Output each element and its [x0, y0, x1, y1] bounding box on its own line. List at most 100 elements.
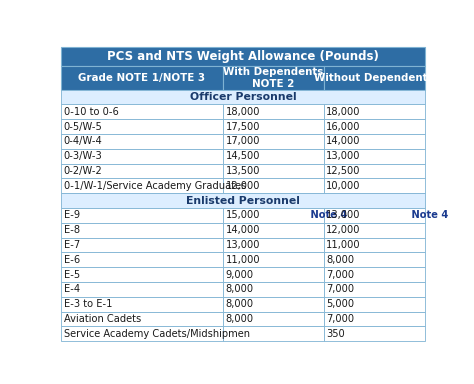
Text: 15,000: 15,000 [226, 210, 260, 220]
Bar [223, 252, 324, 267]
Text: 11,000: 11,000 [326, 240, 361, 250]
Bar [61, 238, 223, 252]
Bar [61, 252, 223, 267]
Text: Grade NOTE 1/NOTE 3: Grade NOTE 1/NOTE 3 [78, 73, 206, 83]
Text: 14,000: 14,000 [226, 225, 260, 235]
Bar [61, 326, 223, 341]
Text: Officer Personnel: Officer Personnel [190, 92, 296, 102]
Text: 8,000: 8,000 [226, 314, 254, 324]
Text: Note 4: Note 4 [408, 210, 448, 220]
Bar [61, 66, 223, 89]
Bar [324, 149, 425, 164]
Bar [324, 267, 425, 282]
Text: 13,000: 13,000 [326, 210, 361, 220]
Text: PCS and NTS Weight Allowance (Pounds): PCS and NTS Weight Allowance (Pounds) [107, 50, 379, 63]
Text: 0-1/W-1/Service Academy Graduates: 0-1/W-1/Service Academy Graduates [64, 181, 246, 191]
Text: 0-4/W-4: 0-4/W-4 [64, 136, 102, 146]
Text: 8,000: 8,000 [326, 255, 355, 265]
Bar [223, 311, 324, 326]
Bar [223, 149, 324, 164]
Bar [223, 208, 324, 223]
Bar [223, 297, 324, 311]
Bar [61, 179, 223, 193]
Text: 18,000: 18,000 [326, 107, 361, 117]
Text: E-9: E-9 [64, 210, 80, 220]
Text: 8,000: 8,000 [226, 299, 254, 309]
Bar [61, 193, 425, 208]
Text: 0-5/W-5: 0-5/W-5 [64, 122, 102, 132]
Bar [61, 311, 223, 326]
Text: 12,500: 12,500 [326, 166, 361, 176]
Bar [324, 119, 425, 134]
Text: E-8: E-8 [64, 225, 80, 235]
Bar [223, 66, 324, 89]
Text: E-5: E-5 [64, 270, 80, 280]
Text: 7,000: 7,000 [326, 314, 355, 324]
Bar [324, 179, 425, 193]
Bar [61, 282, 223, 297]
Text: 13,500: 13,500 [226, 166, 260, 176]
Bar [223, 267, 324, 282]
Text: E-7: E-7 [64, 240, 80, 250]
Text: 350: 350 [326, 329, 345, 339]
Text: 5,000: 5,000 [326, 299, 355, 309]
Bar [61, 119, 223, 134]
Bar [223, 164, 324, 179]
Bar [223, 104, 324, 119]
Text: 14,000: 14,000 [326, 136, 361, 146]
Bar [223, 238, 324, 252]
Text: 12,000: 12,000 [326, 225, 361, 235]
Bar [61, 297, 223, 311]
Text: 0-10 to 0-6: 0-10 to 0-6 [64, 107, 118, 117]
Bar [324, 282, 425, 297]
Bar [324, 208, 425, 223]
Text: 7,000: 7,000 [326, 270, 355, 280]
Text: 17,500: 17,500 [226, 122, 260, 132]
Bar [324, 66, 425, 89]
Bar [61, 89, 425, 104]
Text: 7,000: 7,000 [326, 285, 355, 295]
Text: 0-2/W-2: 0-2/W-2 [64, 166, 102, 176]
Bar [324, 326, 425, 341]
Text: 0-3/W-3: 0-3/W-3 [64, 151, 102, 161]
Bar [324, 311, 425, 326]
Bar [61, 134, 223, 149]
Bar [61, 223, 223, 238]
Bar [61, 267, 223, 282]
Text: Enlisted Personnel: Enlisted Personnel [186, 195, 300, 205]
Bar [223, 326, 324, 341]
Bar [324, 252, 425, 267]
Bar [223, 134, 324, 149]
Text: Note 4: Note 4 [307, 210, 347, 220]
Text: Without Dependents: Without Dependents [314, 73, 434, 83]
Bar [61, 164, 223, 179]
Bar [324, 164, 425, 179]
Bar [223, 282, 324, 297]
Text: E-6: E-6 [64, 255, 80, 265]
Text: 10,000: 10,000 [326, 181, 361, 191]
Text: 13,000: 13,000 [226, 240, 260, 250]
Text: 14,500: 14,500 [226, 151, 260, 161]
Bar [61, 208, 223, 223]
Text: Aviation Cadets: Aviation Cadets [64, 314, 141, 324]
Bar [223, 119, 324, 134]
Bar [223, 179, 324, 193]
Text: 9,000: 9,000 [226, 270, 254, 280]
Text: 11,000: 11,000 [226, 255, 260, 265]
Bar [324, 134, 425, 149]
Text: 8,000: 8,000 [226, 285, 254, 295]
Text: Service Academy Cadets/Midshipmen: Service Academy Cadets/Midshipmen [64, 329, 250, 339]
Text: 12,000: 12,000 [226, 181, 260, 191]
Text: E-4: E-4 [64, 285, 80, 295]
Text: 13,000: 13,000 [326, 151, 361, 161]
Bar [61, 149, 223, 164]
Text: 18,000: 18,000 [226, 107, 260, 117]
Bar [61, 104, 223, 119]
Bar [223, 223, 324, 238]
Bar [324, 297, 425, 311]
Bar [324, 238, 425, 252]
Text: With Dependents
NOTE 2: With Dependents NOTE 2 [223, 67, 323, 89]
Text: 17,000: 17,000 [226, 136, 260, 146]
Bar [324, 223, 425, 238]
Text: E-3 to E-1: E-3 to E-1 [64, 299, 112, 309]
